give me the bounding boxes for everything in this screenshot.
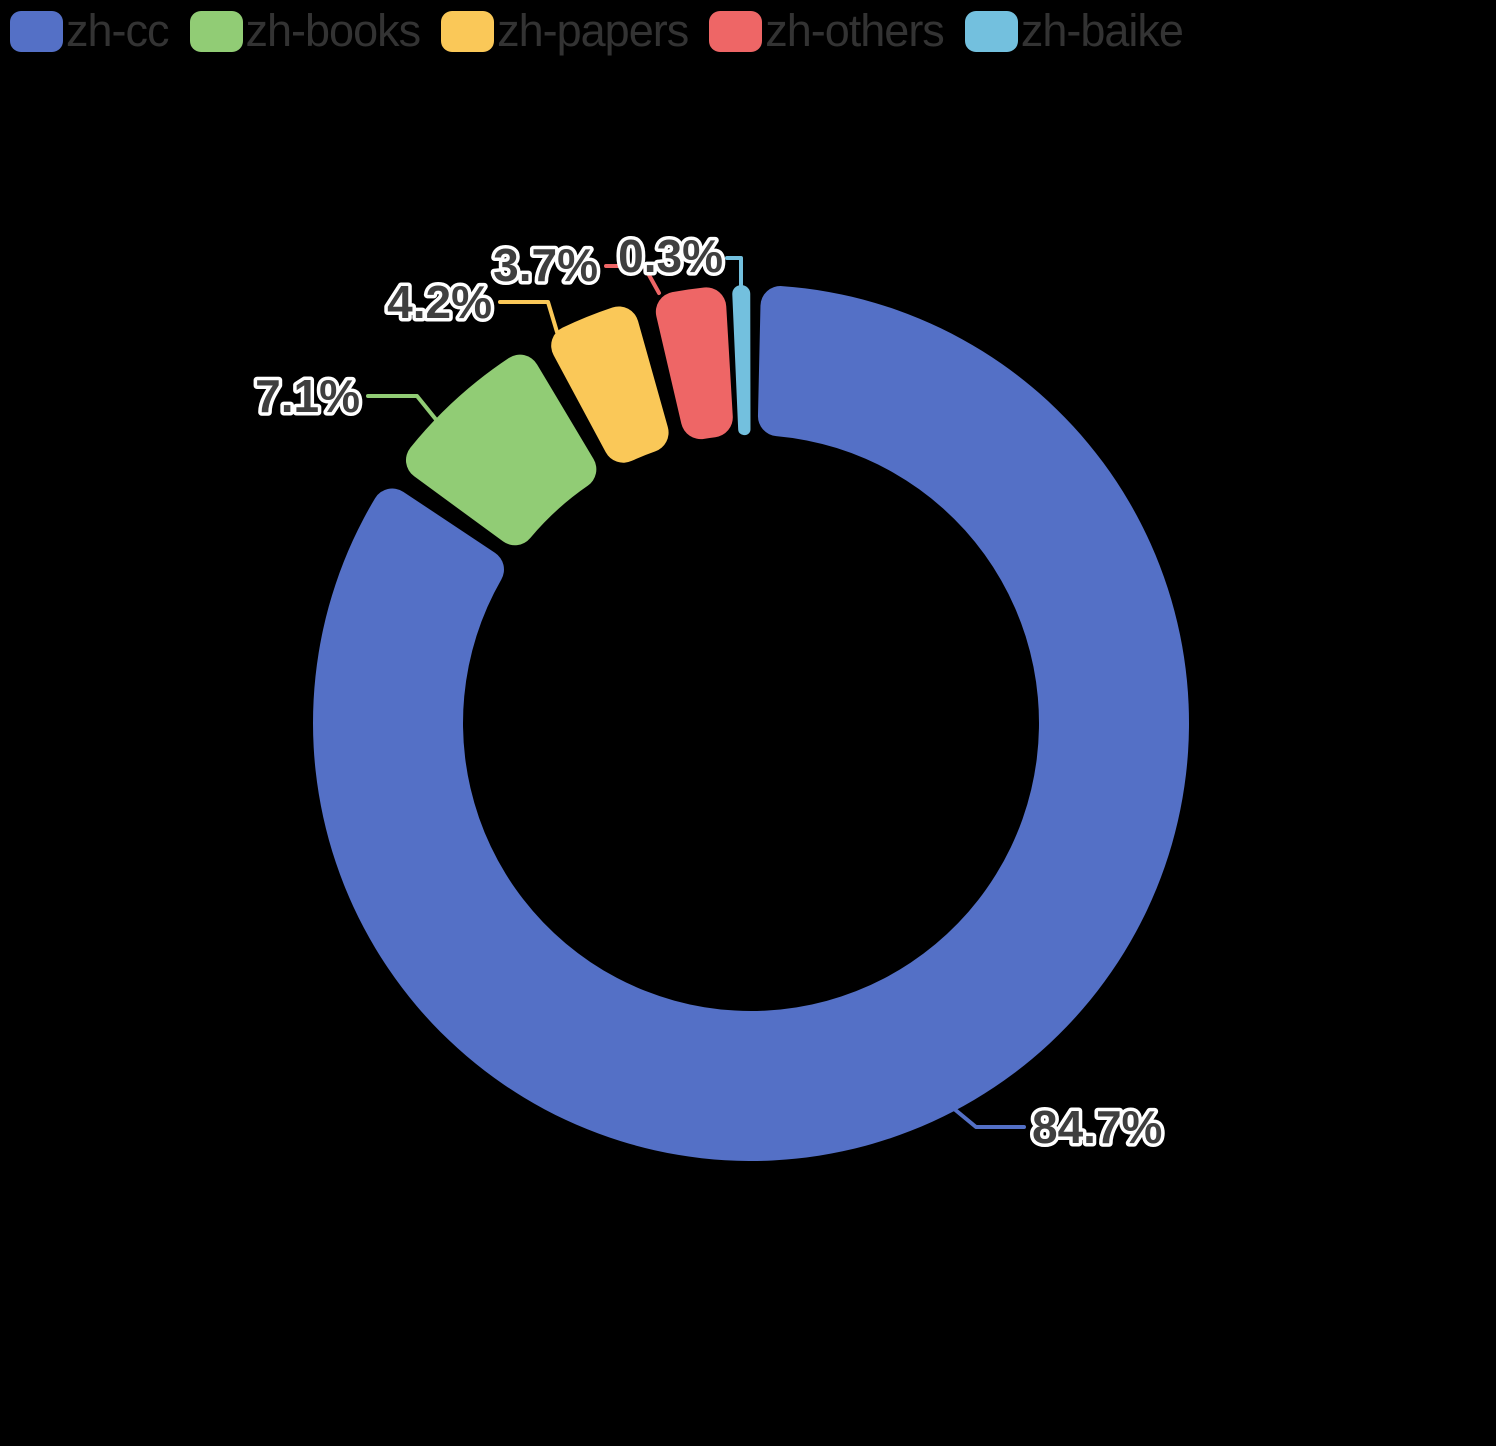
legend-label-zh-cc: zh-cc <box>66 5 170 56</box>
label-line-zh-cc <box>951 1106 1026 1129</box>
legend: zh-cc zh-books zh-papers zh-others zh-ba… <box>10 5 1184 57</box>
legend-item-zh-cc[interactable]: zh-cc <box>10 5 170 57</box>
pie-slice-zh-baike[interactable] <box>732 285 751 436</box>
legend-swatch-zh-papers <box>441 10 495 52</box>
legend-swatch-zh-books <box>189 10 243 52</box>
legend-swatch-zh-cc <box>10 10 63 52</box>
legend-swatch-zh-baike <box>964 10 1018 52</box>
legend-item-zh-books[interactable]: zh-books <box>189 5 422 57</box>
legend-item-zh-baike[interactable]: zh-baike <box>964 5 1184 57</box>
pie-slice-zh-cc[interactable] <box>313 286 1190 1162</box>
label-line-zh-books <box>366 394 440 424</box>
label-line-zh-others <box>604 264 661 295</box>
label-line-zh-papers <box>498 300 559 334</box>
label-line-zh-baike <box>725 256 743 291</box>
percent-label-zh-books: 7.1% <box>255 370 360 422</box>
legend-label-zh-others: zh-others <box>765 5 945 56</box>
legend-item-zh-papers[interactable]: zh-papers <box>441 5 689 57</box>
percent-label-zh-baike: 0.3% <box>618 230 723 282</box>
legend-item-zh-others[interactable]: zh-others <box>709 5 945 57</box>
legend-swatch-zh-others <box>709 10 763 52</box>
percent-label-zh-papers: 4.2% <box>387 276 492 328</box>
pie-slice-zh-papers[interactable] <box>551 306 669 463</box>
pie-slice-zh-others[interactable] <box>655 287 733 440</box>
pie-slice-zh-books[interactable] <box>405 354 597 546</box>
percent-label-zh-others: 3.7% <box>493 239 598 291</box>
legend-label-zh-papers: zh-papers <box>497 5 689 56</box>
legend-label-zh-baike: zh-baike <box>1020 5 1184 56</box>
legend-label-zh-books: zh-books <box>245 5 422 56</box>
percent-label-zh-cc: 84.7% <box>1032 1101 1162 1153</box>
